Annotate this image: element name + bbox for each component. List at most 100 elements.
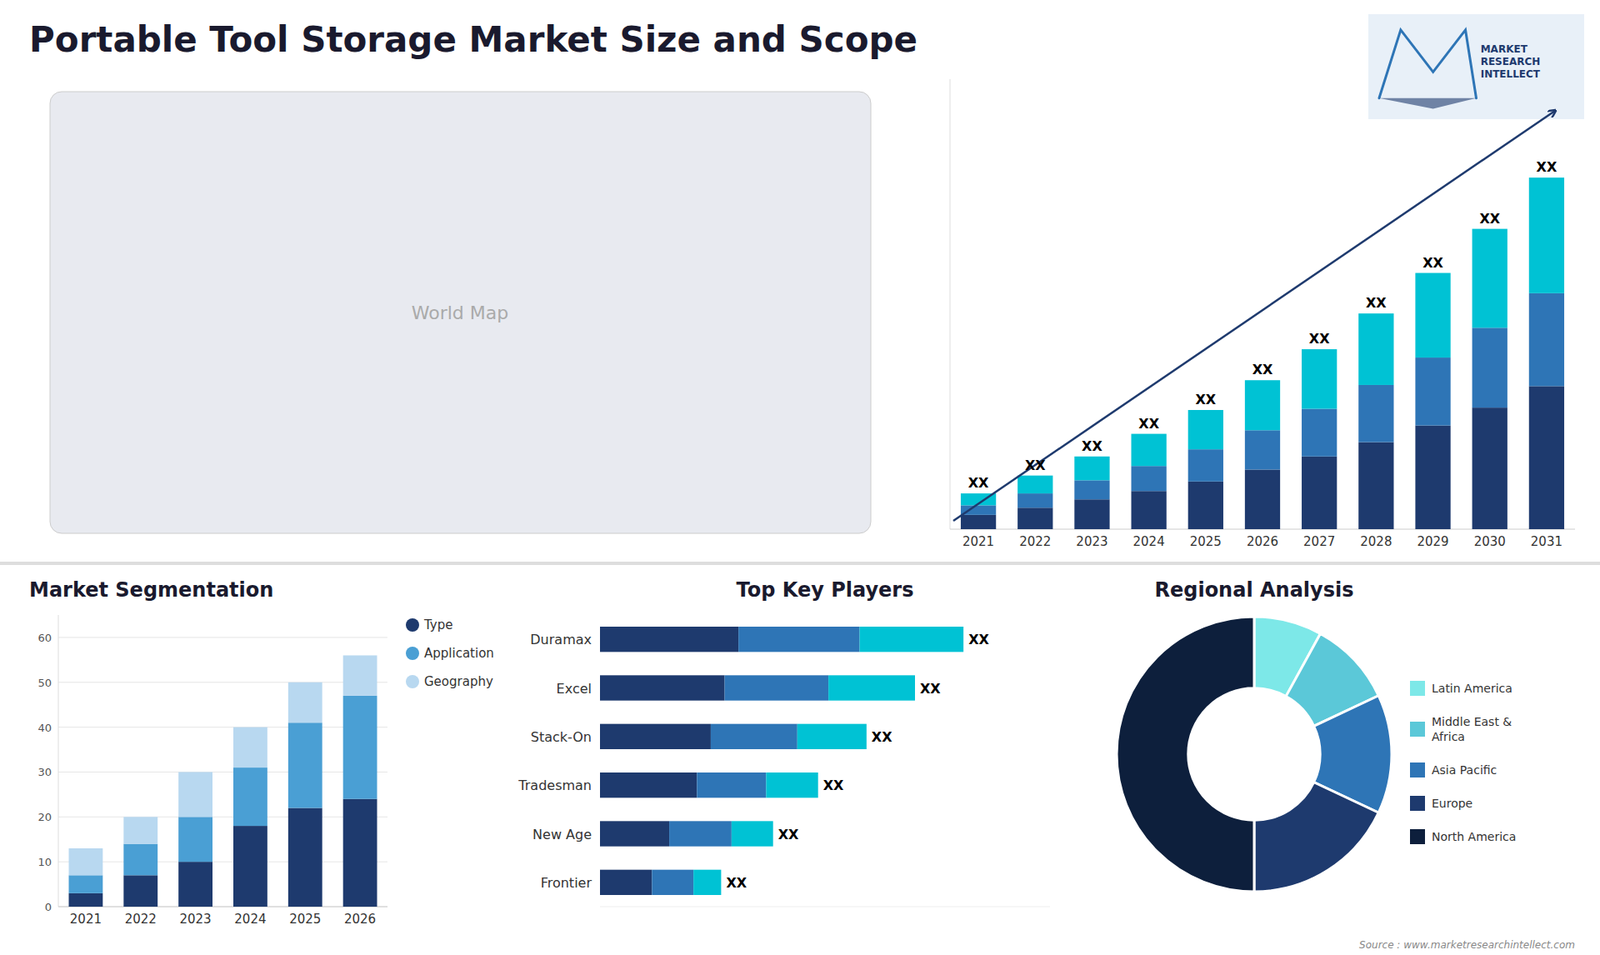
y-tick-label: 0 [45,900,52,914]
x-tick-label: 2024 [1133,534,1165,550]
bar-segment [1131,465,1167,491]
y-tick-label: Tradesman [517,777,592,794]
donut-chart: Regional AnalysisLatin AmericaMiddle Eas… [1116,578,1516,892]
logo-text: MARKETRESEARCHINTELLECT [1480,43,1541,80]
logo-mark [1379,30,1477,99]
x-tick-label: 2021 [962,534,995,550]
x-tick-label: 2026 [344,911,376,927]
bar-segment [1074,456,1110,481]
y-tick-label: 10 [37,855,52,869]
bar-segment [1131,434,1167,467]
x-tick-label: 2022 [125,911,157,927]
bar-segment [1017,493,1053,508]
bar-segment [288,808,323,907]
grid-line [58,681,388,683]
bar-label: XX [968,631,990,648]
bar-segment [1415,357,1450,426]
bar-segment [1245,430,1280,470]
legend-label: North America [1431,830,1516,844]
y-tick-label: 60 [37,631,52,645]
bar-segment [288,682,323,723]
bar-segment [600,626,739,652]
legend-marker [405,618,420,632]
infographic: Portable Tool Storage Market Size and Sc… [0,0,1600,955]
bar-segment [178,861,213,907]
grid-line [58,636,388,638]
background [0,0,1600,955]
bar-label: XX [1025,457,1046,474]
bar-label: XX [1536,159,1558,175]
map-panel: World Map [50,91,871,534]
x-tick-label: 2023 [1075,534,1108,550]
bar-segment [1415,425,1450,530]
bar-segment [860,626,965,652]
bar-segment [123,844,158,876]
bar-segment [69,848,104,875]
x-tick-label: 2031 [1530,534,1563,550]
bar-segment [828,675,915,700]
legend-swatch [1410,829,1425,845]
grid-line [58,861,388,863]
bar-segment [1529,177,1565,294]
logo-box [1368,14,1585,120]
bar-label: XX [725,875,747,891]
bar-label: XX [1081,438,1103,455]
horizontal-bar-chart: Top Key PlayersXXDuramaxXXExcelXXStack-O… [517,578,1050,907]
grid-line [58,726,388,728]
chart-title: Top Key Players [736,578,915,602]
bar-segment [343,799,378,907]
bar-segment [69,893,104,907]
legend-swatch [1410,721,1425,737]
legend-label: Asia Pacific [1431,763,1497,777]
chart-title: Regional Analysis [1154,578,1354,602]
bar-segment [1017,507,1053,530]
bar-segment [1017,475,1053,494]
x-tick-label: 2029 [1416,534,1449,550]
bar-segment [710,724,798,750]
x-tick-label: 2023 [179,911,211,927]
bars [960,177,1565,530]
bar-segment [600,724,711,750]
bar-segment [1131,490,1167,530]
bar-segment [178,816,213,862]
x-tick-label: 2026 [1246,534,1279,550]
donut-slice [1116,616,1255,892]
bar-chart: 2021202220232024202520262027202820292030… [950,79,1575,550]
bar-segment [1472,229,1508,329]
x-tick-label: 2025 [1190,534,1222,550]
bar-segment [600,870,652,895]
legend-swatch [1410,762,1425,778]
grid-line [58,771,388,773]
trend-arrow [953,110,1555,521]
bar-label: XX [1252,361,1274,378]
bar-segment [1188,410,1224,450]
y-tick-label: 20 [37,810,52,824]
y-tick-label: Frontier [540,875,593,891]
grid-line [58,816,388,818]
logo-triangle [1379,98,1477,110]
bar-label: XX [1365,295,1387,311]
map-placeholder [50,91,871,534]
bar-segment [1188,449,1224,482]
bar-segment [797,724,867,750]
y-tick-label: 30 [37,765,52,779]
bar-segment [1245,469,1280,530]
bars [69,655,378,907]
bar-segment [1188,481,1224,530]
legend-label: Geography [424,674,494,690]
bar-segment [1074,480,1110,500]
map-label: World Map [411,302,509,324]
bar-segment [233,825,268,907]
bar-segment [731,820,774,846]
bar-segment [1358,313,1394,385]
bars [600,626,964,895]
bar-segment [288,722,323,808]
bar-segment [343,695,378,800]
legend-swatch [1410,795,1425,811]
bar-segment [1472,407,1508,530]
x-axis-line [58,906,388,908]
source-text: Source : www.marketresearchintellect.com [1359,939,1575,951]
bar-segment [1529,385,1565,530]
bar-label: XX [823,777,845,794]
bar-segment [725,675,830,700]
